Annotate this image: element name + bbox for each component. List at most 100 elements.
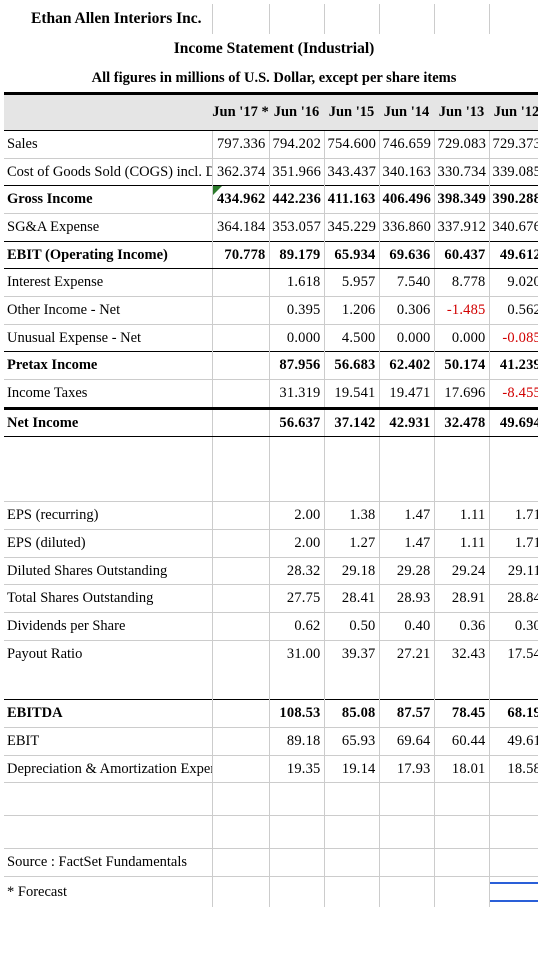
data-cell: 336.860 xyxy=(379,213,434,241)
data-cell xyxy=(489,877,538,908)
data-cell: 0.36 xyxy=(434,613,489,641)
data-cell: 1.11 xyxy=(434,502,489,530)
row-label: Interest Expense xyxy=(4,269,212,297)
data-cell: 29.24 xyxy=(434,557,489,585)
data-cell: 729.083 xyxy=(434,130,489,158)
data-cell: 60.44 xyxy=(434,728,489,756)
data-cell: 87.57 xyxy=(379,700,434,728)
data-cell: 337.912 xyxy=(434,213,489,241)
data-cell xyxy=(212,324,269,352)
data-cell: 0.000 xyxy=(434,324,489,352)
data-cell xyxy=(324,877,379,908)
row-label: Gross Income xyxy=(4,186,212,214)
data-cell: 1.11 xyxy=(434,530,489,558)
table-row: Unusual Expense - Net0.0004.5000.0000.00… xyxy=(4,324,538,352)
table-row: Payout Ratio31.0039.3727.2132.4317.54 xyxy=(4,640,538,667)
data-cell: 28.41 xyxy=(324,585,379,613)
col-header: Jun '13 xyxy=(434,94,489,131)
data-cell: -0.085 xyxy=(489,324,538,352)
row-label: Pretax Income xyxy=(4,352,212,380)
data-cell: 729.373 xyxy=(489,130,538,158)
data-cell xyxy=(269,849,324,877)
data-cell: 31.319 xyxy=(269,380,324,409)
data-cell: 17.93 xyxy=(379,755,434,783)
data-cell xyxy=(212,700,269,728)
data-cell: 17.54 xyxy=(489,640,538,667)
row-label: Depreciation & Amortization Expense xyxy=(4,755,212,783)
data-cell: 1.618 xyxy=(269,269,324,297)
data-cell: 68.19 xyxy=(489,700,538,728)
data-cell: 31.00 xyxy=(269,640,324,667)
data-cell: 797.336 xyxy=(212,130,269,158)
data-cell: 0.62 xyxy=(269,613,324,641)
row-label: EBIT xyxy=(4,728,212,756)
data-cell: 28.32 xyxy=(269,557,324,585)
table-row: Sales797.336794.202754.600746.659729.083… xyxy=(4,130,538,158)
row-label: Other Income - Net xyxy=(4,297,212,325)
data-cell: 406.496 xyxy=(379,186,434,214)
selected-cell[interactable] xyxy=(489,882,538,902)
data-cell: 19.471 xyxy=(379,380,434,409)
data-cell: 78.45 xyxy=(434,700,489,728)
data-cell: 8.778 xyxy=(434,269,489,297)
data-cell: 1.47 xyxy=(379,502,434,530)
data-cell: 28.91 xyxy=(434,585,489,613)
data-cell: 1.38 xyxy=(324,502,379,530)
table-row: Other Income - Net0.3951.2060.306-1.4850… xyxy=(4,297,538,325)
data-cell: 4.500 xyxy=(324,324,379,352)
data-cell: 49.694 xyxy=(489,408,538,437)
data-cell xyxy=(212,557,269,585)
data-cell: 108.53 xyxy=(269,700,324,728)
data-cell xyxy=(434,849,489,877)
data-cell: 32.478 xyxy=(434,408,489,437)
data-cell: 362.374 xyxy=(212,158,269,186)
data-cell: 41.239 xyxy=(489,352,538,380)
data-cell: 7.540 xyxy=(379,269,434,297)
statement-subtitle: All figures in millions of U.S. Dollar, … xyxy=(4,64,538,94)
data-cell xyxy=(212,877,269,908)
row-label: Unusual Expense - Net xyxy=(4,324,212,352)
data-cell: 0.30 xyxy=(489,613,538,641)
data-cell: 9.020 xyxy=(489,269,538,297)
col-header: Jun '15 xyxy=(324,94,379,131)
data-cell: 32.43 xyxy=(434,640,489,667)
data-cell xyxy=(434,877,489,908)
data-cell: 56.683 xyxy=(324,352,379,380)
data-cell: 65.93 xyxy=(324,728,379,756)
row-label: Cost of Goods Sold (COGS) incl. D&A xyxy=(4,158,212,186)
data-cell xyxy=(269,877,324,908)
data-cell: 0.000 xyxy=(379,324,434,352)
data-cell: 1.206 xyxy=(324,297,379,325)
data-cell: 49.612 xyxy=(489,241,538,269)
data-cell: 19.14 xyxy=(324,755,379,783)
table-row: Total Shares Outstanding27.7528.4128.932… xyxy=(4,585,538,613)
data-cell: 794.202 xyxy=(269,130,324,158)
data-cell: 754.600 xyxy=(324,130,379,158)
data-cell: 65.934 xyxy=(324,241,379,269)
data-cell: 70.778 xyxy=(212,241,269,269)
data-cell xyxy=(212,530,269,558)
data-cell: 27.75 xyxy=(269,585,324,613)
data-cell: 18.58 xyxy=(489,755,538,783)
data-cell: 5.957 xyxy=(324,269,379,297)
data-cell: 434.962 xyxy=(212,186,269,214)
income-statement-table: Ethan Allen Interiors Inc. Income Statem… xyxy=(4,4,538,907)
data-cell: 340.676 xyxy=(489,213,538,241)
data-cell: 746.659 xyxy=(379,130,434,158)
table-row: Depreciation & Amortization Expense19.35… xyxy=(4,755,538,783)
row-label: Total Shares Outstanding xyxy=(4,585,212,613)
header-row: Jun '17 *Jun '16Jun '15Jun '14Jun '13Jun… xyxy=(4,94,538,131)
data-cell xyxy=(212,297,269,325)
data-cell xyxy=(489,849,538,877)
data-cell xyxy=(212,502,269,530)
data-cell: 69.636 xyxy=(379,241,434,269)
row-label: EPS (diluted) xyxy=(4,530,212,558)
data-cell: 0.40 xyxy=(379,613,434,641)
col-header: Jun '16 xyxy=(269,94,324,131)
row-label: Sales xyxy=(4,130,212,158)
table-row: Interest Expense 1.6185.9577.5408.7789.02… xyxy=(4,269,538,297)
table-row: Diluted Shares Outstanding28.3229.1829.2… xyxy=(4,557,538,585)
data-cell: 0.306 xyxy=(379,297,434,325)
data-cell: -1.485 xyxy=(434,297,489,325)
col-header: Jun '17 * xyxy=(212,94,269,131)
